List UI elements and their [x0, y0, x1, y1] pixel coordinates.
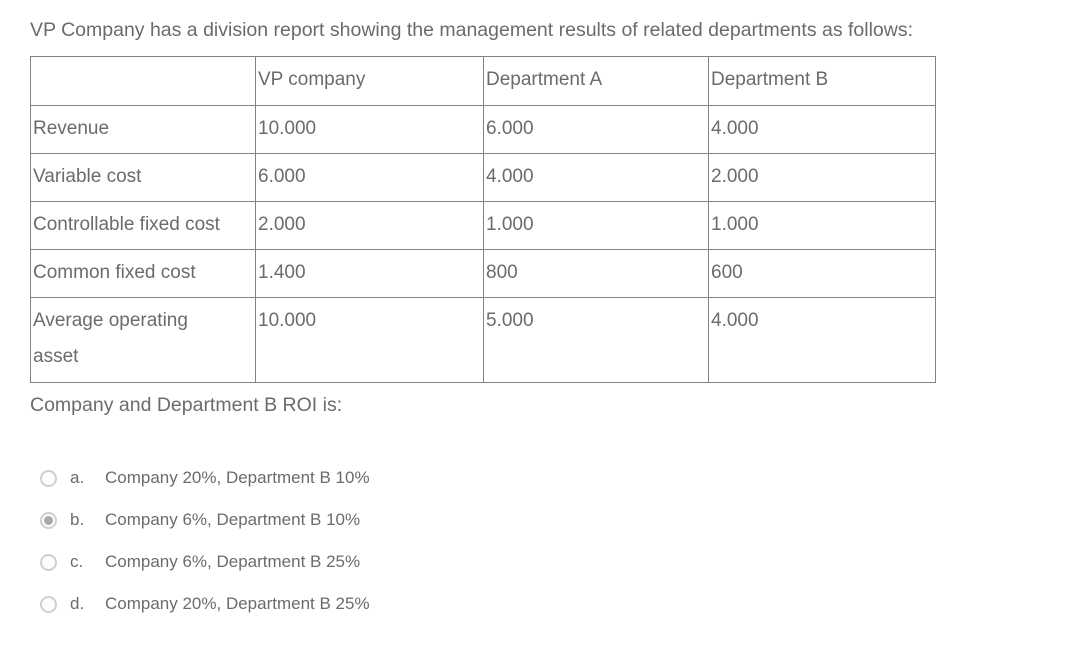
cell-value: 4.000	[708, 297, 936, 383]
radio-button-a[interactable]	[40, 469, 57, 487]
option-letter: d.	[70, 594, 85, 613]
cell-value: 2.000	[255, 201, 484, 250]
option-b[interactable]: b. Company 6%, Department B 10%	[30, 499, 1053, 541]
question-page: VP Company has a division report showing…	[30, 19, 1053, 625]
cell-value: 1.000	[708, 201, 936, 250]
option-letter: c.	[70, 552, 84, 571]
option-text: Company 20%, Department B 10%	[105, 468, 370, 487]
column-header-vp-company: VP company	[255, 56, 484, 106]
option-letter: b.	[70, 510, 85, 529]
option-c[interactable]: c. Company 6%, Department B 25%	[30, 541, 1053, 583]
cell-value: 4.000	[708, 105, 936, 154]
row-label: Common fixed cost	[30, 249, 256, 298]
cell-value: 2.000	[708, 153, 936, 202]
question-prompt: Company and Department B ROI is:	[30, 394, 343, 416]
option-letter: a.	[70, 468, 85, 487]
radio-button-b[interactable]	[40, 511, 57, 529]
cell-value: 800	[483, 249, 709, 298]
answer-options: a. Company 20%, Department B 10% b. Comp…	[30, 457, 1053, 625]
table-header-row: VP company Department A Department B	[30, 56, 936, 106]
column-header-department-a: Department A	[483, 56, 709, 106]
radio-button-d[interactable]	[40, 595, 57, 613]
cell-value: 1.400	[255, 249, 484, 298]
division-report-table: VP company Department A Department B Rev…	[30, 56, 936, 383]
cell-value: 6.000	[255, 153, 484, 202]
column-header-department-b: Department B	[708, 56, 936, 106]
radio-button-c[interactable]	[40, 553, 57, 571]
table-row-average-operating-asset: Average operating asset 10.000 5.000 4.0…	[30, 297, 936, 383]
table-row-variable-cost: Variable cost 6.000 4.000 2.000	[30, 153, 936, 202]
cell-value: 5.000	[483, 297, 709, 383]
cell-value: 1.000	[483, 201, 709, 250]
row-label: Controllable fixed cost	[30, 201, 256, 250]
table-corner-cell	[30, 56, 256, 106]
cell-value: 600	[708, 249, 936, 298]
question-intro: VP Company has a division report showing…	[30, 19, 914, 41]
row-label: Average operating asset	[30, 297, 256, 383]
option-text: Company 6%, Department B 10%	[105, 510, 361, 529]
cell-value: 10.000	[255, 297, 484, 383]
row-label: Variable cost	[30, 153, 256, 202]
option-text: Company 20%, Department B 25%	[105, 594, 370, 613]
row-label: Revenue	[30, 105, 256, 154]
option-d[interactable]: d. Company 20%, Department B 25%	[30, 583, 1053, 625]
cell-value: 6.000	[483, 105, 709, 154]
table-row-controllable-fixed-cost: Controllable fixed cost 2.000 1.000 1.00…	[30, 201, 936, 250]
table-row-common-fixed-cost: Common fixed cost 1.400 800 600	[30, 249, 936, 298]
cell-value: 4.000	[483, 153, 709, 202]
table-row-revenue: Revenue 10.000 6.000 4.000	[30, 105, 936, 154]
option-a[interactable]: a. Company 20%, Department B 10%	[30, 457, 1053, 499]
cell-value: 10.000	[255, 105, 484, 154]
option-text: Company 6%, Department B 25%	[105, 552, 361, 571]
